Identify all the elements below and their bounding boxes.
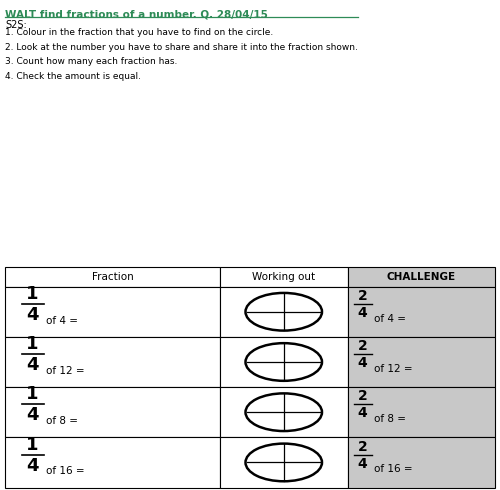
Bar xyxy=(220,267,348,287)
Text: 1. Colour in the fraction that you have to find on the circle.: 1. Colour in the fraction that you have … xyxy=(5,28,273,37)
Text: 2: 2 xyxy=(358,289,368,303)
Text: 1: 1 xyxy=(26,386,39,403)
Bar xyxy=(5,267,220,287)
Text: Working out: Working out xyxy=(252,272,316,282)
Text: Fraction: Fraction xyxy=(92,272,134,282)
Text: of 12 =: of 12 = xyxy=(374,364,412,374)
Ellipse shape xyxy=(246,293,322,331)
Ellipse shape xyxy=(246,443,322,481)
Text: of 4 =: of 4 = xyxy=(374,314,406,324)
Text: of 8 =: of 8 = xyxy=(374,414,406,424)
Bar xyxy=(348,287,495,337)
Text: 4: 4 xyxy=(358,457,368,470)
Text: 4. Check the amount is equal.: 4. Check the amount is equal. xyxy=(5,72,141,81)
Text: of 12 =: of 12 = xyxy=(46,366,85,376)
Text: 4: 4 xyxy=(358,356,368,370)
Bar xyxy=(220,387,348,437)
Bar xyxy=(348,267,495,287)
Bar xyxy=(348,387,495,437)
Bar xyxy=(220,437,348,488)
Text: 1: 1 xyxy=(26,285,39,303)
Text: 2: 2 xyxy=(358,339,368,353)
Text: of 16 =: of 16 = xyxy=(46,466,85,476)
Text: of 16 =: of 16 = xyxy=(374,465,412,474)
Text: 4: 4 xyxy=(358,406,368,420)
Bar xyxy=(5,437,220,488)
Text: 4: 4 xyxy=(26,356,39,374)
Ellipse shape xyxy=(246,343,322,381)
Bar xyxy=(5,287,220,337)
Text: 2: 2 xyxy=(358,440,368,454)
Text: 1: 1 xyxy=(26,335,39,353)
Bar xyxy=(220,287,348,337)
Text: WALT find fractions of a number. Q. 28/04/15: WALT find fractions of a number. Q. 28/0… xyxy=(5,10,268,20)
Text: 4: 4 xyxy=(26,406,39,424)
Ellipse shape xyxy=(246,393,322,431)
Text: 4: 4 xyxy=(358,306,368,320)
Text: CHALLENGE: CHALLENGE xyxy=(386,272,456,282)
Text: 2. Look at the number you have to share and share it into the fraction shown.: 2. Look at the number you have to share … xyxy=(5,43,358,51)
Bar xyxy=(5,337,220,387)
Bar xyxy=(348,437,495,488)
Text: of 4 =: of 4 = xyxy=(46,316,78,326)
Bar xyxy=(348,337,495,387)
Text: of 8 =: of 8 = xyxy=(46,416,78,426)
Text: 4: 4 xyxy=(26,306,39,324)
Text: 4: 4 xyxy=(26,457,39,474)
Bar xyxy=(5,387,220,437)
Text: S2S:: S2S: xyxy=(5,20,27,29)
Bar xyxy=(220,337,348,387)
Text: 3. Count how many each fraction has.: 3. Count how many each fraction has. xyxy=(5,57,178,66)
Text: 2: 2 xyxy=(358,390,368,403)
Text: 1: 1 xyxy=(26,436,39,454)
